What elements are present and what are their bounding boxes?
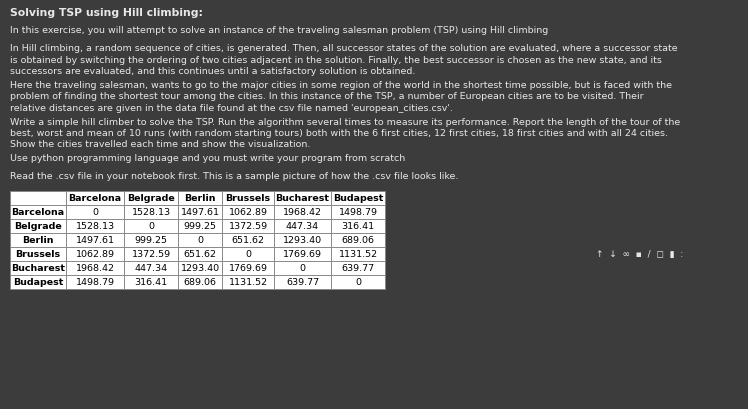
Text: 639.77: 639.77 [341,263,375,272]
Text: Bucharest: Bucharest [275,193,330,202]
Text: 689.06: 689.06 [342,236,375,245]
Text: Barcelona: Barcelona [11,208,64,217]
Text: 1372.59: 1372.59 [132,249,171,258]
Bar [10,191,385,289]
Text: Barcelona: Barcelona [68,193,122,202]
Text: 0: 0 [148,222,154,231]
Text: 1968.42: 1968.42 [76,263,114,272]
Text: In Hill climbing, a random sequence of cities, is generated. Then, all successor: In Hill climbing, a random sequence of c… [10,44,678,76]
Text: Read the .csv file in your notebook first. This is a sample picture of how the .: Read the .csv file in your notebook firs… [10,172,459,181]
Text: 999.25: 999.25 [135,236,168,245]
Text: Brussels: Brussels [225,193,271,202]
Text: 1372.59: 1372.59 [228,222,268,231]
Text: 0: 0 [197,236,203,245]
Text: 1498.79: 1498.79 [76,277,114,286]
Text: 1062.89: 1062.89 [76,249,114,258]
Text: 447.34: 447.34 [135,263,168,272]
Text: Bucharest: Bucharest [11,263,65,272]
Text: Use python programming language and you must write your program from scratch: Use python programming language and you … [10,154,405,163]
Text: 1528.13: 1528.13 [76,222,114,231]
Text: 316.41: 316.41 [135,277,168,286]
Text: 1497.61: 1497.61 [180,208,219,217]
Text: 651.62: 651.62 [183,249,216,258]
Text: 1528.13: 1528.13 [132,208,171,217]
Text: ↑  ↓  ∞  ▪  /  ◻  ▮  :: ↑ ↓ ∞ ▪ / ◻ ▮ : [596,250,683,259]
Text: 1769.69: 1769.69 [283,249,322,258]
Text: 1968.42: 1968.42 [283,208,322,217]
Text: 1293.40: 1293.40 [180,263,220,272]
Text: Write a simple hill climber to solve the TSP. Run the algorithm several times to: Write a simple hill climber to solve the… [10,117,680,149]
Text: 651.62: 651.62 [231,236,265,245]
Text: 1131.52: 1131.52 [338,249,378,258]
Text: Brussels: Brussels [16,249,61,258]
Text: 1498.79: 1498.79 [339,208,378,217]
Text: 0: 0 [355,277,361,286]
Text: 0: 0 [92,208,98,217]
Text: 1062.89: 1062.89 [228,208,268,217]
Text: Berlin: Berlin [22,236,54,245]
Text: Belgrade: Belgrade [127,193,175,202]
Text: 447.34: 447.34 [286,222,319,231]
Text: 999.25: 999.25 [183,222,216,231]
Text: Budapest: Budapest [13,277,63,286]
Text: 1131.52: 1131.52 [228,277,268,286]
Text: Belgrade: Belgrade [14,222,62,231]
Text: Here the traveling salesman, wants to go to the major cities in some region of t: Here the traveling salesman, wants to go… [10,81,672,112]
Text: 0: 0 [299,263,305,272]
Text: 1769.69: 1769.69 [228,263,268,272]
Text: Budapest: Budapest [333,193,383,202]
Text: Solving TSP using Hill climbing:: Solving TSP using Hill climbing: [10,8,203,18]
Text: 639.77: 639.77 [286,277,319,286]
Text: 689.06: 689.06 [183,277,216,286]
Text: 1497.61: 1497.61 [76,236,114,245]
Text: In this exercise, you will attempt to solve an instance of the traveling salesma: In this exercise, you will attempt to so… [10,26,548,35]
Text: 0: 0 [245,249,251,258]
Text: Berlin: Berlin [184,193,215,202]
Text: 1293.40: 1293.40 [283,236,322,245]
Text: 316.41: 316.41 [341,222,375,231]
